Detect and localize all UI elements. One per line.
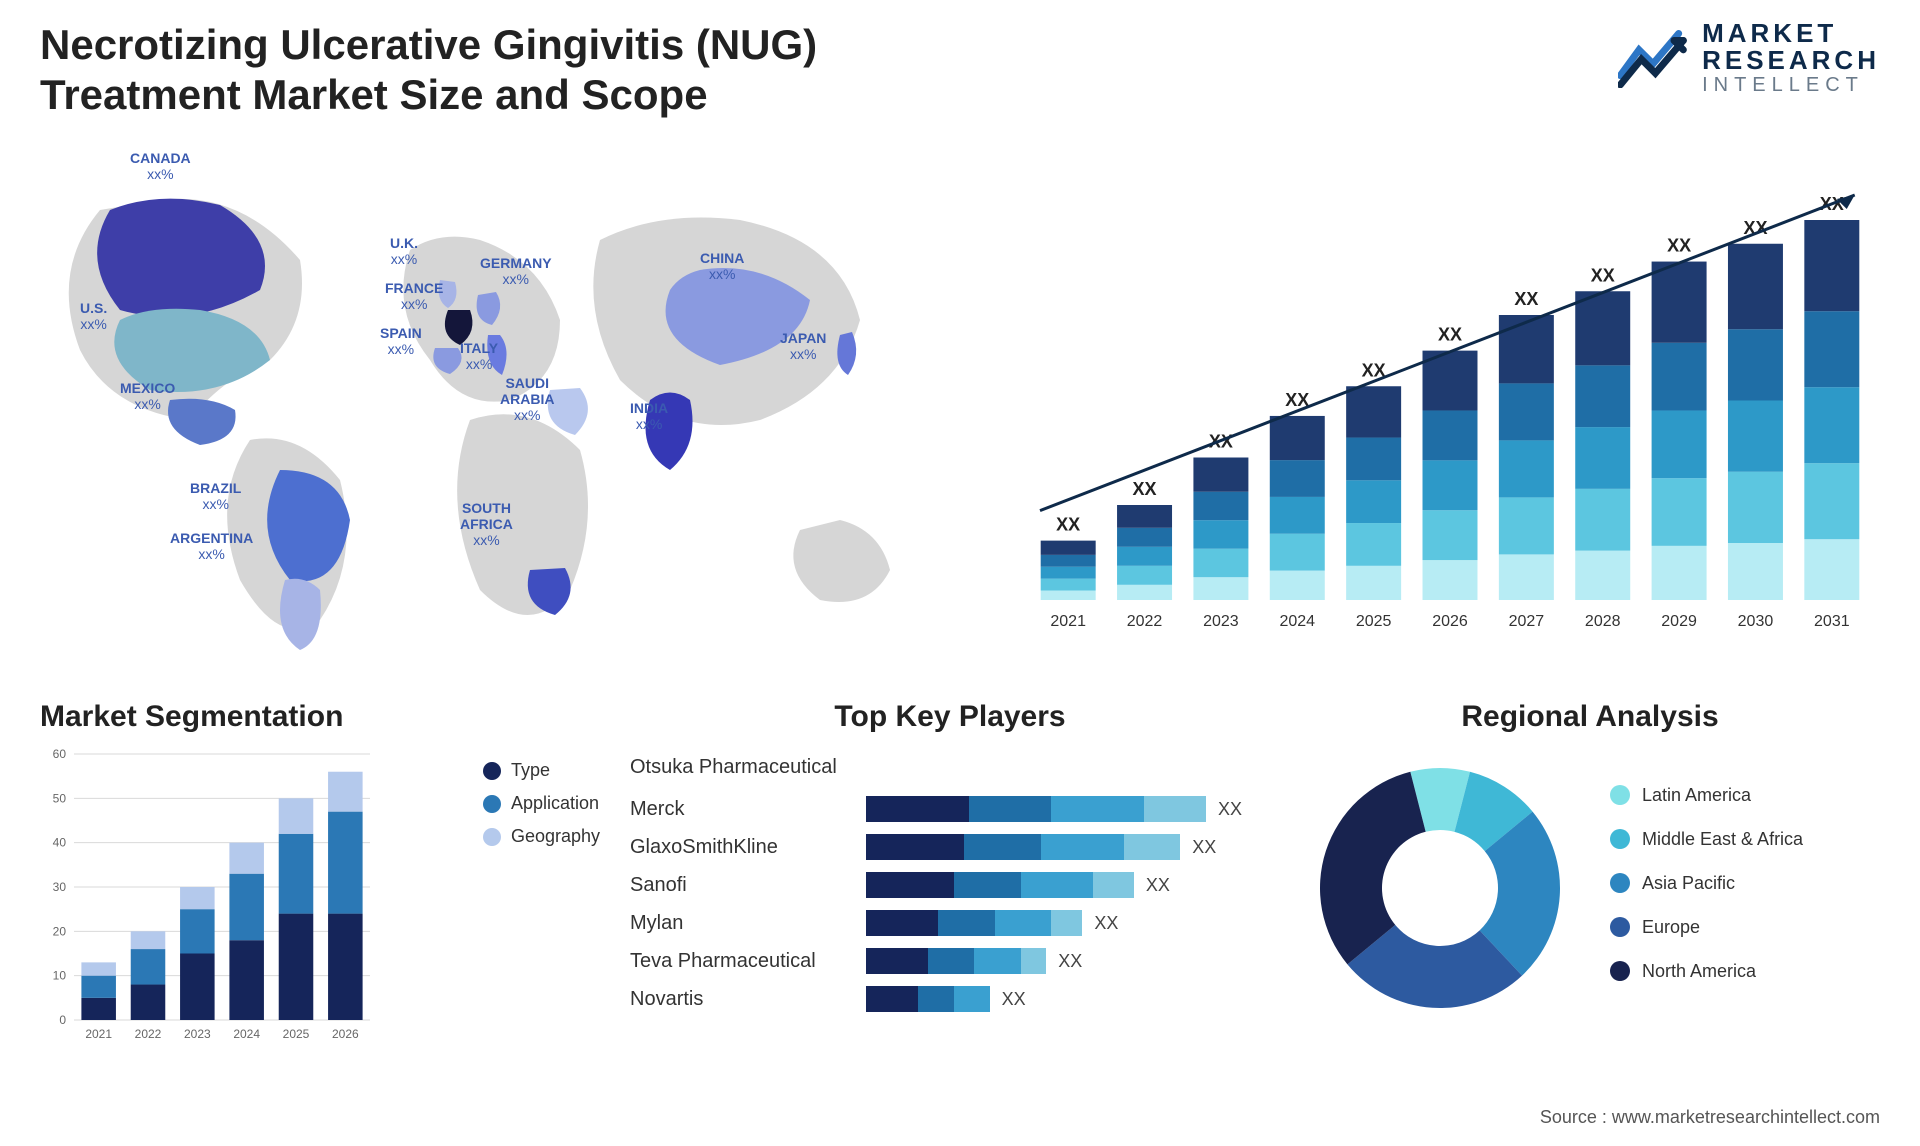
- svg-text:2024: 2024: [1279, 613, 1315, 630]
- player-bar: [866, 834, 1180, 860]
- player-value: XX: [1146, 868, 1170, 902]
- player-bar: [866, 910, 1082, 936]
- growth-chart: XX2021XX2022XX2023XX2024XX2025XX2026XX20…: [1010, 150, 1880, 650]
- svg-text:2031: 2031: [1814, 613, 1850, 630]
- svg-text:2026: 2026: [332, 1027, 359, 1041]
- player-value: XX: [1094, 906, 1118, 940]
- country-label: GERMANYxx%: [480, 255, 552, 287]
- key-players-title: Top Key Players: [630, 700, 1270, 734]
- page-title: Necrotizing Ulcerative Gingivitis (NUG) …: [40, 20, 1020, 119]
- player-bar: [866, 796, 1206, 822]
- legend-item: Latin America: [1610, 778, 1803, 812]
- svg-text:XX: XX: [1667, 236, 1691, 256]
- player-row: Mylan XX: [630, 904, 1270, 942]
- player-name: Teva Pharmaceutical: [630, 942, 850, 980]
- svg-text:2021: 2021: [85, 1027, 112, 1041]
- player-row: GlaxoSmithKline XX: [630, 828, 1270, 866]
- svg-text:XX: XX: [1438, 325, 1462, 345]
- country-label: SPAINxx%: [380, 325, 422, 357]
- player-value: XX: [1058, 944, 1082, 978]
- player-row: Novartis XX: [630, 980, 1270, 1018]
- svg-text:2030: 2030: [1738, 613, 1774, 630]
- country-label: CANADAxx%: [130, 150, 191, 182]
- legend-item: Application: [483, 793, 600, 814]
- svg-text:XX: XX: [1056, 515, 1080, 535]
- svg-text:10: 10: [53, 969, 67, 983]
- player-name: Merck: [630, 790, 850, 828]
- svg-text:40: 40: [53, 836, 67, 850]
- key-players-panel: Top Key Players Otsuka Pharmaceutical Me…: [630, 700, 1270, 1090]
- player-row: Teva Pharmaceutical XX: [630, 942, 1270, 980]
- player-row: Sanofi XX: [630, 866, 1270, 904]
- country-label: U.S.xx%: [80, 300, 107, 332]
- regional-title: Regional Analysis: [1300, 700, 1880, 734]
- player-value: XX: [1002, 982, 1026, 1016]
- country-label: ITALYxx%: [460, 340, 498, 372]
- player-value: XX: [1218, 792, 1242, 826]
- country-label: FRANCExx%: [385, 280, 443, 312]
- country-label: MEXICOxx%: [120, 380, 175, 412]
- legend-item: Type: [483, 760, 600, 781]
- brand-line3: INTELLECT: [1702, 75, 1880, 96]
- key-players-top-label: Otsuka Pharmaceutical: [630, 748, 1270, 786]
- svg-text:2027: 2027: [1509, 613, 1545, 630]
- svg-text:XX: XX: [1591, 265, 1615, 285]
- player-row: Merck XX: [630, 790, 1270, 828]
- svg-text:2024: 2024: [233, 1027, 260, 1041]
- player-bar: [866, 986, 990, 1012]
- legend-item: Geography: [483, 826, 600, 847]
- brand-line2: RESEARCH: [1702, 47, 1880, 74]
- player-value: XX: [1192, 830, 1216, 864]
- brand-logo: MARKET RESEARCH INTELLECT: [1618, 20, 1880, 96]
- segmentation-title: Market Segmentation: [40, 700, 600, 734]
- source-attribution: Source : www.marketresearchintellect.com: [1540, 1107, 1880, 1128]
- player-bar: [866, 948, 1046, 974]
- segmentation-legend: Type Application Geography: [483, 760, 600, 859]
- svg-text:2021: 2021: [1050, 613, 1086, 630]
- country-label: ARGENTINAxx%: [170, 530, 253, 562]
- svg-text:XX: XX: [1133, 479, 1157, 499]
- world-map: CANADAxx% U.S.xx% MEXICOxx% BRAZILxx% ARGENT…: [40, 150, 960, 660]
- legend-item: Middle East & Africa: [1610, 822, 1803, 856]
- country-label: SAUDIARABIAxx%: [500, 375, 554, 423]
- svg-text:20: 20: [53, 924, 67, 938]
- player-name: Novartis: [630, 980, 850, 1018]
- segmentation-panel: Market Segmentation 0 10 20 30 40 50 60 2021 202…: [40, 700, 600, 1090]
- svg-text:60: 60: [53, 748, 67, 761]
- regional-legend: Latin America Middle East & Africa Asia Pa…: [1610, 778, 1803, 999]
- svg-text:50: 50: [53, 791, 67, 805]
- svg-text:30: 30: [53, 880, 67, 894]
- svg-text:2026: 2026: [1432, 613, 1468, 630]
- svg-text:2022: 2022: [135, 1027, 162, 1041]
- country-label: CHINAxx%: [700, 250, 744, 282]
- player-name: GlaxoSmithKline: [630, 828, 850, 866]
- svg-text:2025: 2025: [283, 1027, 310, 1041]
- legend-item: North America: [1610, 954, 1803, 988]
- player-name: Mylan: [630, 904, 850, 942]
- country-label: INDIAxx%: [630, 400, 668, 432]
- svg-text:2025: 2025: [1356, 613, 1392, 630]
- svg-text:0: 0: [59, 1013, 66, 1027]
- player-bar: [866, 872, 1134, 898]
- svg-text:2022: 2022: [1127, 613, 1163, 630]
- svg-text:2023: 2023: [184, 1027, 211, 1041]
- legend-item: Europe: [1610, 910, 1803, 944]
- legend-item: Asia Pacific: [1610, 866, 1803, 900]
- growth-chart-svg: XX2021XX2022XX2023XX2024XX2025XX2026XX20…: [1010, 150, 1880, 650]
- regional-donut-svg: [1300, 748, 1580, 1028]
- key-players-list: Otsuka Pharmaceutical Merck XX GlaxoSmit…: [630, 748, 1270, 1018]
- country-label: BRAZILxx%: [190, 480, 241, 512]
- country-label: U.K.xx%: [390, 235, 418, 267]
- svg-text:2028: 2028: [1585, 613, 1621, 630]
- brand-line1: MARKET: [1702, 20, 1880, 47]
- svg-text:2023: 2023: [1203, 613, 1239, 630]
- country-label: SOUTHAFRICAxx%: [460, 500, 513, 548]
- svg-text:2029: 2029: [1661, 613, 1697, 630]
- country-label: JAPANxx%: [780, 330, 826, 362]
- regional-panel: Regional Analysis Latin America Middle Ea…: [1300, 700, 1880, 1090]
- player-name: Sanofi: [630, 866, 850, 904]
- svg-text:XX: XX: [1514, 289, 1538, 309]
- brand-mark-icon: [1618, 28, 1688, 88]
